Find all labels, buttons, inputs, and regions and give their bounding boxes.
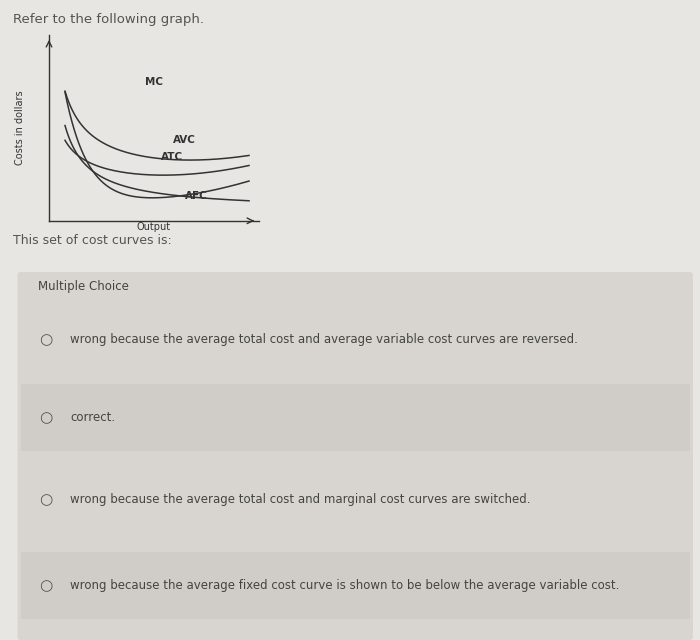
Text: wrong because the average total cost and marginal cost curves are switched.: wrong because the average total cost and… xyxy=(70,493,531,506)
Text: Refer to the following graph.: Refer to the following graph. xyxy=(13,13,204,26)
Text: wrong because the average fixed cost curve is shown to be below the average vari: wrong because the average fixed cost cur… xyxy=(70,579,620,592)
Text: Multiple Choice: Multiple Choice xyxy=(38,280,130,292)
Text: AVC: AVC xyxy=(173,135,196,145)
Text: ○: ○ xyxy=(39,410,52,425)
Text: ATC: ATC xyxy=(161,152,183,161)
Text: wrong because the average total cost and average variable cost curves are revers: wrong because the average total cost and… xyxy=(70,333,578,346)
Text: MC: MC xyxy=(145,77,163,87)
Text: correct.: correct. xyxy=(70,411,115,424)
Text: AFC: AFC xyxy=(185,191,208,202)
Text: ○: ○ xyxy=(39,332,52,347)
Text: Costs in dollars: Costs in dollars xyxy=(15,91,24,165)
Text: ○: ○ xyxy=(39,492,52,507)
X-axis label: Output: Output xyxy=(137,222,171,232)
Text: This set of cost curves is:: This set of cost curves is: xyxy=(13,234,172,246)
Text: ○: ○ xyxy=(39,578,52,593)
